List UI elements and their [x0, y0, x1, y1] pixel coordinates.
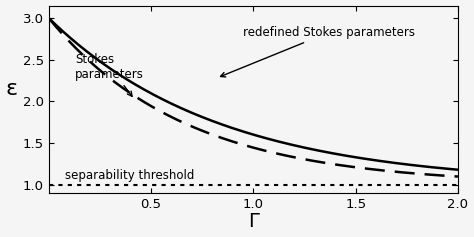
X-axis label: Γ: Γ: [248, 212, 259, 232]
Text: Stokes
parameters: Stokes parameters: [75, 53, 144, 96]
Y-axis label: ε: ε: [6, 79, 18, 99]
Text: redefined Stokes parameters: redefined Stokes parameters: [220, 26, 415, 77]
Text: separability threshold: separability threshold: [65, 169, 194, 182]
